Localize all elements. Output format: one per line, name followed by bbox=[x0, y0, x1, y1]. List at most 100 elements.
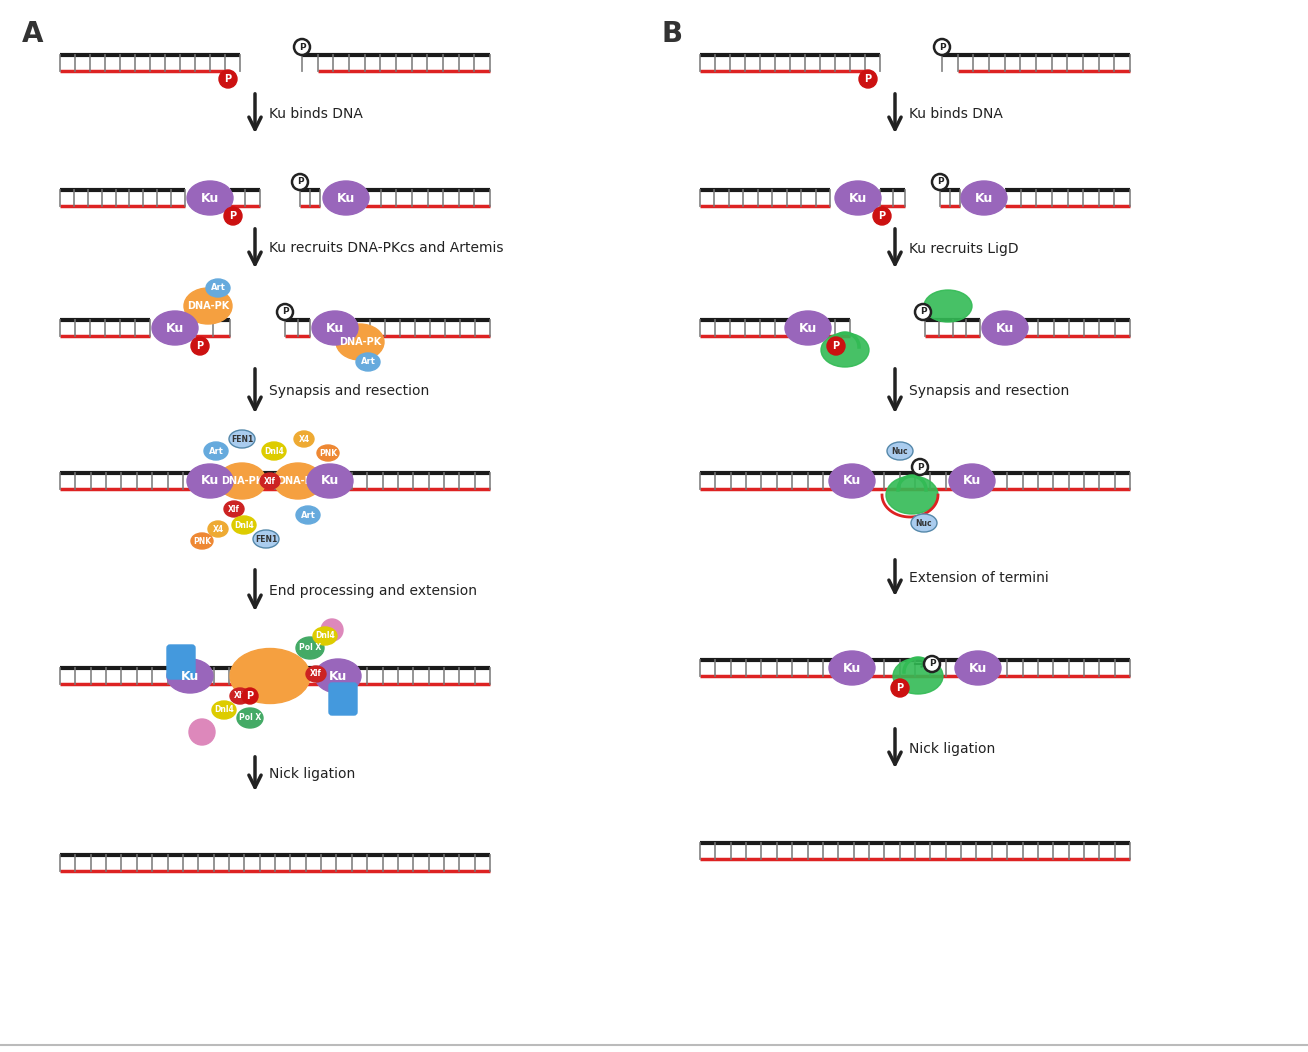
Text: Dnl4: Dnl4 bbox=[264, 446, 284, 456]
Text: P: P bbox=[879, 211, 886, 221]
Ellipse shape bbox=[294, 431, 314, 447]
Text: FEN1: FEN1 bbox=[255, 534, 277, 544]
Text: Ku: Ku bbox=[995, 322, 1014, 335]
Text: Xlf: Xlf bbox=[310, 669, 322, 679]
Ellipse shape bbox=[950, 464, 995, 498]
Text: Dnl4: Dnl4 bbox=[215, 706, 234, 714]
Text: P: P bbox=[281, 307, 288, 317]
Text: Ku: Ku bbox=[799, 322, 818, 335]
Text: DNA-PK: DNA-PK bbox=[221, 476, 263, 486]
Text: P: P bbox=[246, 691, 254, 701]
Ellipse shape bbox=[188, 719, 215, 745]
Ellipse shape bbox=[955, 651, 1001, 685]
Text: Ku: Ku bbox=[974, 191, 993, 204]
Text: Ku recruits LigD: Ku recruits LigD bbox=[909, 242, 1019, 256]
Text: P: P bbox=[225, 74, 232, 84]
Text: P: P bbox=[920, 307, 926, 317]
Text: Xlf: Xlf bbox=[234, 691, 246, 701]
Ellipse shape bbox=[229, 430, 255, 448]
Circle shape bbox=[934, 39, 950, 55]
Text: Synapsis and resection: Synapsis and resection bbox=[269, 384, 429, 398]
Ellipse shape bbox=[208, 521, 228, 537]
Circle shape bbox=[933, 174, 948, 190]
Ellipse shape bbox=[152, 311, 198, 345]
Text: X4: X4 bbox=[212, 525, 224, 533]
Ellipse shape bbox=[232, 515, 256, 534]
Ellipse shape bbox=[923, 290, 972, 322]
Circle shape bbox=[292, 174, 307, 190]
Ellipse shape bbox=[317, 445, 339, 461]
Circle shape bbox=[827, 337, 845, 355]
Ellipse shape bbox=[982, 311, 1028, 345]
Text: Ku: Ku bbox=[326, 322, 344, 335]
Text: Xlf: Xlf bbox=[264, 477, 276, 486]
Ellipse shape bbox=[356, 353, 381, 371]
FancyBboxPatch shape bbox=[330, 683, 357, 715]
Ellipse shape bbox=[296, 638, 324, 659]
Ellipse shape bbox=[835, 181, 882, 215]
Ellipse shape bbox=[320, 619, 343, 641]
Ellipse shape bbox=[829, 464, 875, 498]
Text: DNA-PK: DNA-PK bbox=[339, 337, 381, 347]
Text: Ku: Ku bbox=[969, 662, 988, 674]
Text: Art: Art bbox=[301, 510, 315, 520]
Ellipse shape bbox=[167, 659, 213, 693]
Text: DNA-PK: DNA-PK bbox=[277, 476, 319, 486]
Text: P: P bbox=[298, 42, 305, 52]
Ellipse shape bbox=[187, 181, 233, 215]
Circle shape bbox=[912, 459, 927, 476]
Circle shape bbox=[859, 70, 876, 88]
Text: Ku: Ku bbox=[320, 474, 339, 487]
Ellipse shape bbox=[821, 333, 869, 367]
Ellipse shape bbox=[252, 530, 279, 548]
Text: Dnl4: Dnl4 bbox=[234, 521, 254, 529]
Text: Pol X: Pol X bbox=[298, 644, 322, 652]
Text: Ku: Ku bbox=[337, 191, 356, 204]
Text: Art: Art bbox=[361, 358, 375, 366]
Ellipse shape bbox=[886, 476, 938, 514]
Text: Ku: Ku bbox=[181, 669, 199, 683]
Text: Ku: Ku bbox=[166, 322, 184, 335]
Text: P: P bbox=[832, 341, 840, 351]
Text: Extension of termini: Extension of termini bbox=[909, 571, 1049, 585]
Ellipse shape bbox=[313, 311, 358, 345]
Text: P: P bbox=[297, 178, 303, 186]
Ellipse shape bbox=[205, 279, 230, 297]
Ellipse shape bbox=[224, 501, 245, 517]
Circle shape bbox=[224, 207, 242, 225]
Circle shape bbox=[191, 337, 209, 355]
Text: PNK: PNK bbox=[194, 537, 211, 546]
Ellipse shape bbox=[961, 181, 1007, 215]
Text: Synapsis and resection: Synapsis and resection bbox=[909, 384, 1069, 398]
Text: P: P bbox=[917, 463, 923, 471]
Circle shape bbox=[218, 70, 237, 88]
Ellipse shape bbox=[785, 311, 831, 345]
Text: Nick ligation: Nick ligation bbox=[269, 767, 356, 781]
Circle shape bbox=[923, 656, 940, 672]
Ellipse shape bbox=[204, 442, 228, 460]
Text: Xlf: Xlf bbox=[228, 505, 239, 513]
Ellipse shape bbox=[184, 288, 232, 324]
Text: X4: X4 bbox=[298, 434, 310, 444]
Ellipse shape bbox=[230, 688, 250, 704]
Text: Nick ligation: Nick ligation bbox=[909, 742, 995, 755]
Ellipse shape bbox=[307, 464, 353, 498]
Text: Ku: Ku bbox=[842, 474, 861, 487]
Ellipse shape bbox=[191, 533, 213, 549]
Text: Ku: Ku bbox=[201, 191, 220, 204]
Text: DNA-PK: DNA-PK bbox=[187, 301, 229, 311]
FancyBboxPatch shape bbox=[167, 645, 195, 679]
Ellipse shape bbox=[230, 648, 310, 704]
Text: Ku recruits DNA-PKcs and Artemis: Ku recruits DNA-PKcs and Artemis bbox=[269, 242, 504, 256]
Circle shape bbox=[872, 207, 891, 225]
Text: Nuc: Nuc bbox=[892, 446, 908, 456]
Text: Art: Art bbox=[208, 446, 224, 456]
Ellipse shape bbox=[910, 514, 937, 532]
Text: P: P bbox=[865, 74, 871, 84]
Ellipse shape bbox=[313, 627, 337, 645]
Text: Ku: Ku bbox=[201, 474, 220, 487]
Ellipse shape bbox=[315, 659, 361, 693]
Ellipse shape bbox=[306, 666, 326, 682]
Text: P: P bbox=[929, 660, 935, 668]
Text: Dnl4: Dnl4 bbox=[315, 631, 335, 641]
